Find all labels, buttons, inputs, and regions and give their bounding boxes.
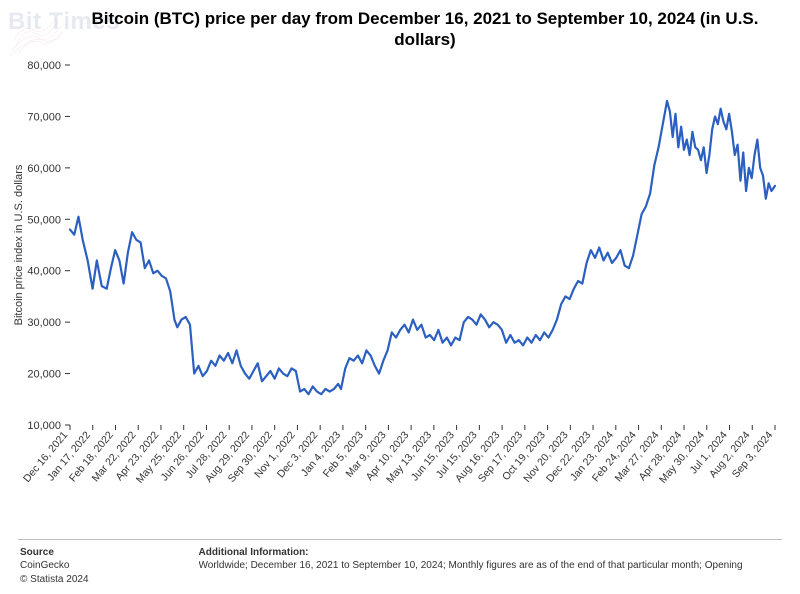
price-series-line xyxy=(70,101,775,394)
y-axis-label: Bitcoin price index in U.S. dollars xyxy=(13,164,25,325)
chart-footer: Source CoinGecko © Statista 2024 Additio… xyxy=(20,546,790,587)
y-tick-label: 60,000 xyxy=(27,163,61,175)
y-tick-label: 80,000 xyxy=(27,60,61,72)
additional-info-text: Worldwide; December 16, 2021 to Septembe… xyxy=(199,559,790,573)
price-line-chart: 10,000 20,000 30,000 40,000 50,000 60,000 70,0… xyxy=(0,0,800,594)
y-tick-label: 50,000 xyxy=(27,214,61,226)
y-tick-label: 40,000 xyxy=(27,266,61,278)
footer-divider xyxy=(18,539,782,540)
additional-info-label: Additional Information: xyxy=(199,547,309,558)
y-tick-label: 30,000 xyxy=(27,317,61,329)
source-block: Source CoinGecko © Statista 2024 xyxy=(20,546,89,587)
copyright-text: © Statista 2024 xyxy=(20,573,89,587)
additional-info-block: Additional Information: Worldwide; Decem… xyxy=(199,546,790,587)
source-label: Source xyxy=(20,547,54,558)
source-value: CoinGecko xyxy=(20,559,89,573)
y-tick-label: 70,000 xyxy=(27,111,61,123)
y-tick-label: 10,000 xyxy=(27,420,61,432)
y-tick-label: 20,000 xyxy=(27,369,61,381)
chart-title: Bitcoin (BTC) price per day from Decembe… xyxy=(70,8,780,51)
